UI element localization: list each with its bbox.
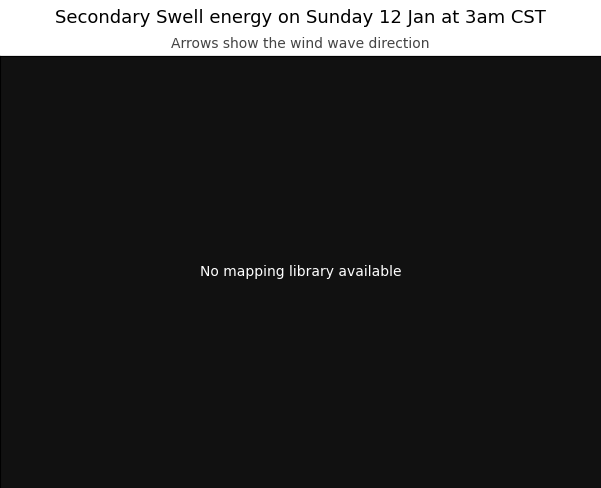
Text: Secondary Swell energy on Sunday 12 Jan at 3am CST: Secondary Swell energy on Sunday 12 Jan … — [55, 9, 546, 27]
Text: No mapping library available: No mapping library available — [200, 265, 401, 279]
Text: Arrows show the wind wave direction: Arrows show the wind wave direction — [171, 37, 430, 51]
